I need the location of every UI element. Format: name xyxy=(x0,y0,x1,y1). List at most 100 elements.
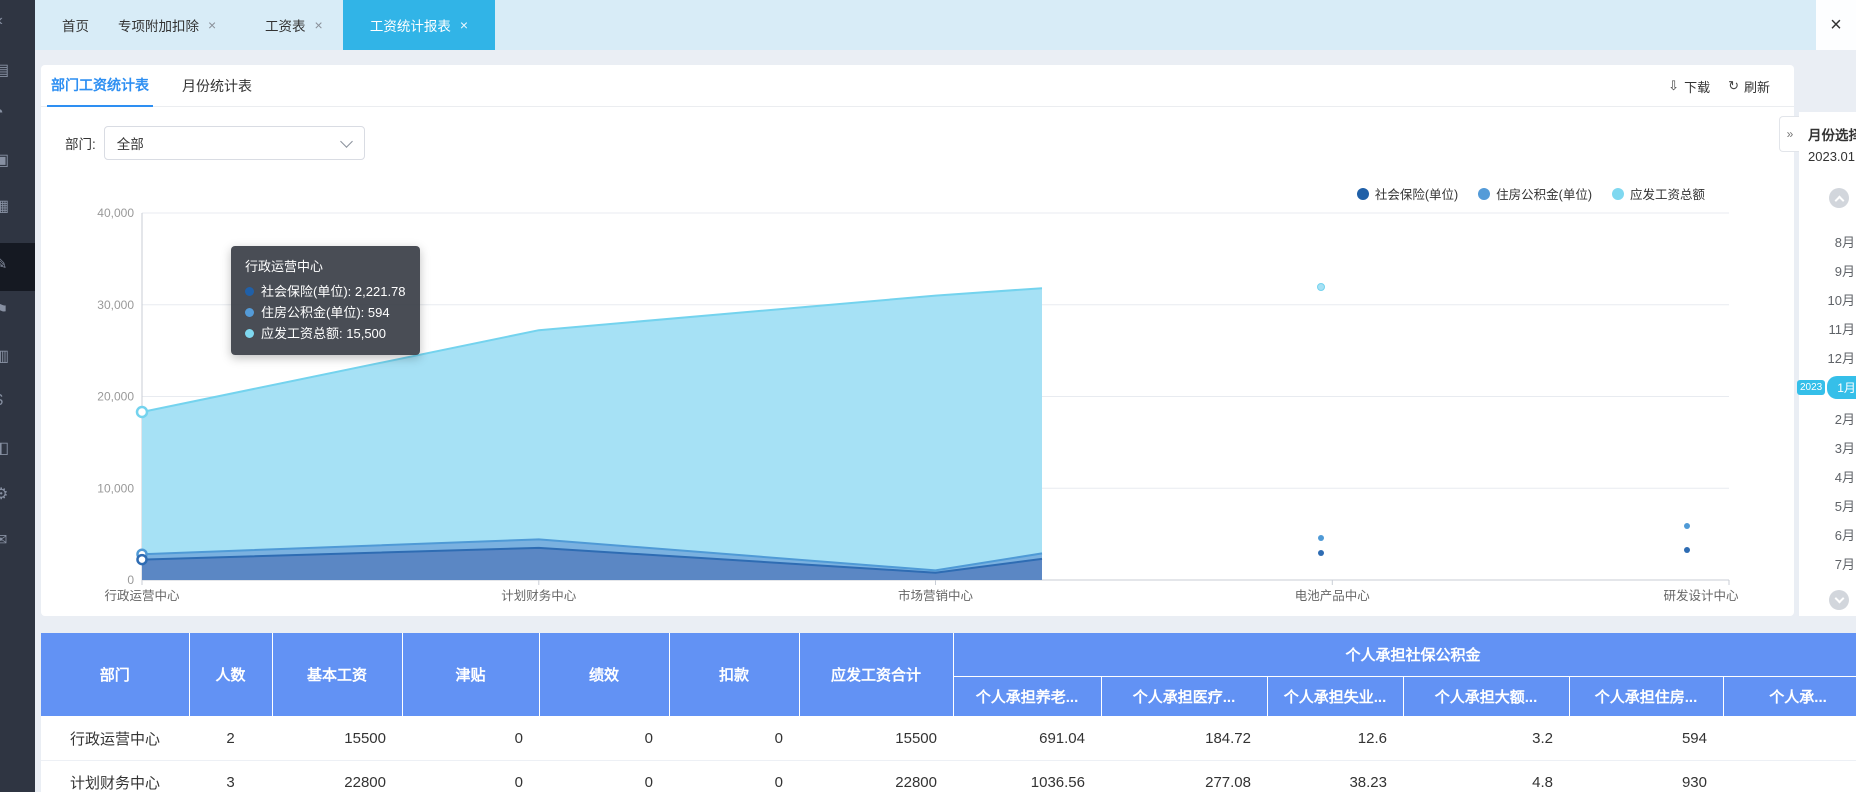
stacked-area-series[interactable] xyxy=(141,287,1043,580)
legend-label: 住房公积金(单位) xyxy=(1496,188,1592,202)
tab-salary-sheet[interactable]: 工资表 × xyxy=(265,0,323,50)
chart-legend: 社会保险(单位) 住房公积金(单位) 应发工资总额 xyxy=(1356,184,1705,203)
refresh-icon: ↻ xyxy=(1728,78,1739,93)
line-housing-fund xyxy=(141,538,1043,572)
scroll-down-button[interactable] xyxy=(1829,590,1849,610)
close-icon[interactable]: × xyxy=(208,17,217,33)
month-item[interactable]: 7月 xyxy=(1834,557,1855,572)
tab-special-deduction[interactable]: 专项附加扣除 × xyxy=(118,0,216,50)
report-card: 部门工资统计表 月份统计表 ⇩ 下载 ↻ 刷新 部门: 全部 xyxy=(41,65,1794,616)
col-personal-housing[interactable]: 个人承担住房... xyxy=(1569,676,1724,717)
year-badge: 2023 xyxy=(1797,380,1826,395)
gear-icon[interactable]: ⚙ xyxy=(0,486,9,503)
close-icon[interactable]: × xyxy=(314,17,323,33)
x-axis-labels: 行政运营中心 计划财务中心 市场营销中心 电池产品中心 研发设计中心 xyxy=(104,588,1739,603)
legend-marker xyxy=(1611,187,1624,200)
legend-item-social-insurance[interactable]: 社会保险(单位) xyxy=(1356,184,1459,203)
sidebar-active-item[interactable] xyxy=(0,243,35,291)
subtab-label: 月份统计表 xyxy=(182,78,252,94)
col-gross-salary-total[interactable]: 应发工资合计 xyxy=(799,633,954,717)
month-item[interactable]: 12月 xyxy=(1827,351,1855,366)
month-item[interactable]: 3月 xyxy=(1834,441,1855,456)
download-button[interactable]: ⇩ 下载 xyxy=(1668,77,1710,96)
month-selector-panel: 月份选择 2023.01 8月 9月 10月 11月 12月 2023 1月 2… xyxy=(1797,112,1856,616)
back-icon[interactable]: « xyxy=(0,12,18,30)
tab-home[interactable]: 首页 xyxy=(62,0,89,50)
hover-emphasis-points[interactable] xyxy=(135,405,149,566)
area-social-insurance xyxy=(142,547,1042,580)
tab-salary-statistics-report[interactable]: 工资统计报表 × xyxy=(343,0,495,50)
tab-label: 工资表 xyxy=(265,19,306,34)
chevron-up-icon xyxy=(1834,195,1844,205)
series-marker xyxy=(245,287,254,296)
col-headcount[interactable]: 人数 xyxy=(189,633,273,717)
salary-table-section: 部门 人数 基本工资 津贴 绩效 扣款 应发工资合计 个人承担社保公积金 个人承… xyxy=(41,633,1856,792)
y-axis-labels: 0 10,000 20,000 30,000 40,000 xyxy=(97,206,134,587)
tooltip-row: 社会保险(单位): 2,221.78 xyxy=(245,281,406,302)
col-department[interactable]: 部门 xyxy=(41,633,190,717)
col-personal-unemployment[interactable]: 个人承担失业... xyxy=(1267,676,1404,717)
select-value: 全部 xyxy=(116,137,144,152)
month-item[interactable]: 9月 xyxy=(1834,264,1855,279)
refresh-button[interactable]: ↻ 刷新 xyxy=(1728,77,1770,96)
department-select[interactable]: 全部 xyxy=(103,126,365,160)
left-nav-sidebar: « ▤ ◔ ▣ ▦ ✎ ⚑ ▥ $ ◧ ⚙ ✉ xyxy=(0,0,35,792)
list-icon[interactable]: ▥ xyxy=(0,348,10,365)
scroll-up-button[interactable] xyxy=(1829,188,1849,208)
month-item[interactable]: 2月 xyxy=(1834,412,1855,427)
close-icon[interactable]: × xyxy=(459,17,469,33)
col-personal-other[interactable]: 个人承... xyxy=(1723,676,1856,717)
col-personal-major-illness[interactable]: 个人承担大额... xyxy=(1403,676,1570,717)
legend-item-housing-fund[interactable]: 住房公积金(单位) xyxy=(1478,184,1592,203)
legend-item-gross-salary[interactable]: 应发工资总额 xyxy=(1611,184,1705,203)
clock-icon[interactable]: ◔ xyxy=(0,104,18,122)
month-item[interactable]: 4月 xyxy=(1834,470,1855,485)
department-salary-table: 部门 人数 基本工资 津贴 绩效 扣款 应发工资合计 个人承担社保公积金 个人承… xyxy=(41,633,1856,792)
line-gross-salary xyxy=(141,287,1043,413)
collapse-panel-button[interactable]: » xyxy=(1779,116,1800,152)
report-subtab-bar: 部门工资统计表 月份统计表 ⇩ 下载 ↻ 刷新 xyxy=(41,65,1794,107)
line-social-insurance xyxy=(141,546,1043,574)
department-filter-label: 部门: xyxy=(65,137,96,152)
svg-text:计划财务中心: 计划财务中心 xyxy=(501,588,577,603)
col-group-personal-social-security: 个人承担社保公积金 xyxy=(953,633,1856,677)
svg-text:研发设计中心: 研发设计中心 xyxy=(1663,588,1739,603)
salary-area-chart[interactable]: 0 10,000 20,000 30,000 40,000 xyxy=(41,195,1794,616)
col-personal-pension[interactable]: 个人承担养老... xyxy=(953,676,1102,717)
department-filter-row: 部门: 全部 xyxy=(65,125,365,161)
tooltip-row: 应发工资总额: 15,500 xyxy=(245,323,406,344)
chart-tooltip: 行政运营中心 社会保险(单位): 2,221.78 住房公积金(单位): 594… xyxy=(231,246,420,355)
svg-text:40,000: 40,000 xyxy=(97,206,134,220)
isolated-data-points[interactable] xyxy=(1317,283,1691,557)
month-item[interactable]: 8月 xyxy=(1834,235,1855,250)
col-allowance[interactable]: 津贴 xyxy=(402,633,540,717)
col-personal-medical[interactable]: 个人承担医疗... xyxy=(1101,676,1268,717)
month-item[interactable]: 10月 xyxy=(1827,293,1855,308)
month-item[interactable]: 11月 xyxy=(1828,322,1856,337)
svg-text:10,000: 10,000 xyxy=(97,481,134,495)
col-base-salary[interactable]: 基本工资 xyxy=(272,633,403,717)
apps-icon[interactable]: ▣ xyxy=(0,152,10,169)
folder-icon[interactable]: ◧ xyxy=(0,440,10,457)
col-deduction[interactable]: 扣款 xyxy=(669,633,800,717)
month-item[interactable]: 6月 xyxy=(1834,528,1855,543)
edit-icon[interactable]: ✎ xyxy=(0,256,8,273)
current-period-label: 2023.01 xyxy=(1808,149,1855,164)
card-actions: ⇩ 下载 ↻ 刷新 xyxy=(1668,65,1770,107)
legend-marker xyxy=(1478,187,1491,200)
grid-icon[interactable]: ▦ xyxy=(0,198,10,215)
month-item-selected[interactable]: 2023 1月 xyxy=(1797,376,1856,399)
col-performance[interactable]: 绩效 xyxy=(539,633,670,717)
flag-icon[interactable]: ⚑ xyxy=(0,302,9,319)
money-icon[interactable]: $ xyxy=(0,392,18,410)
menu-icon[interactable]: ▤ xyxy=(0,62,10,79)
tab-department-salary-stats[interactable]: 部门工资统计表 xyxy=(47,65,153,107)
mail-icon[interactable]: ✉ xyxy=(0,532,8,549)
close-all-button[interactable]: × xyxy=(1816,0,1856,50)
month-item[interactable]: 5月 xyxy=(1834,499,1855,514)
legend-label: 社会保险(单位) xyxy=(1374,188,1459,202)
tab-month-stats[interactable]: 月份统计表 xyxy=(178,65,256,107)
